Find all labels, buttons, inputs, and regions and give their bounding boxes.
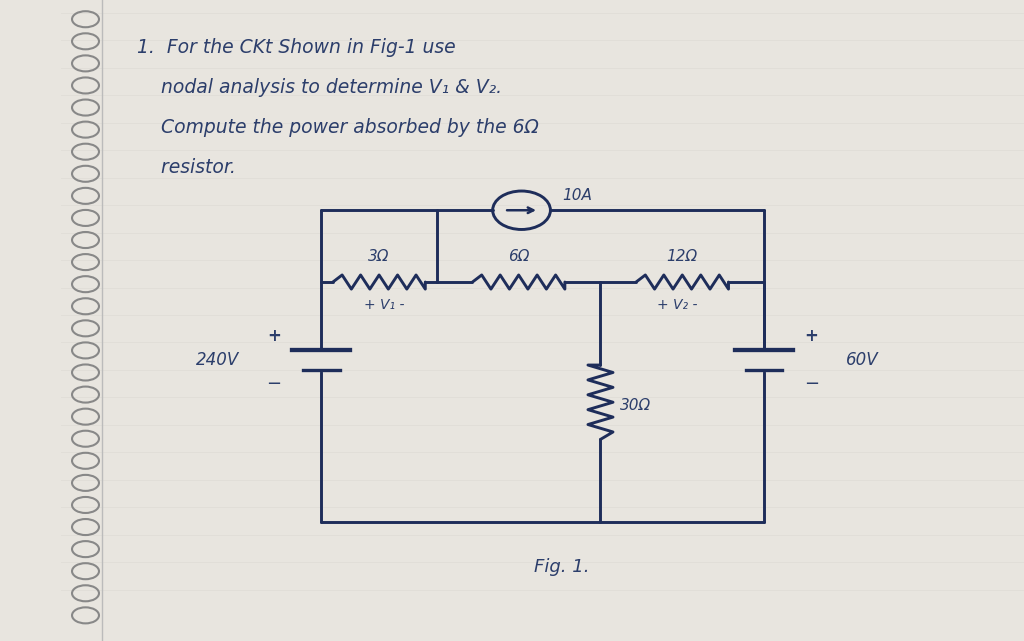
Text: 60V: 60V [846, 351, 879, 369]
Text: resistor.: resistor. [136, 158, 236, 177]
Text: +: + [805, 326, 818, 344]
Text: Compute the power absorbed by the 6Ω: Compute the power absorbed by the 6Ω [136, 118, 539, 137]
Text: 12Ω: 12Ω [667, 249, 697, 264]
Text: + V₁ -: + V₁ - [364, 298, 404, 312]
Text: −: − [805, 375, 819, 394]
Text: 240V: 240V [197, 351, 240, 369]
Text: Fig. 1.: Fig. 1. [535, 558, 590, 576]
Text: + V₂ -: + V₂ - [657, 298, 697, 312]
Text: −: − [266, 375, 281, 394]
Text: 1.  For the CKt Shown in Fig-1 use: 1. For the CKt Shown in Fig-1 use [136, 38, 455, 58]
Text: 6Ω: 6Ω [508, 249, 529, 264]
Text: 3Ω: 3Ω [369, 249, 390, 264]
Text: 30Ω: 30Ω [620, 398, 651, 413]
Text: +: + [267, 326, 281, 344]
Text: 10A: 10A [562, 188, 592, 203]
Text: nodal analysis to determine V₁ & V₂.: nodal analysis to determine V₁ & V₂. [136, 78, 502, 97]
